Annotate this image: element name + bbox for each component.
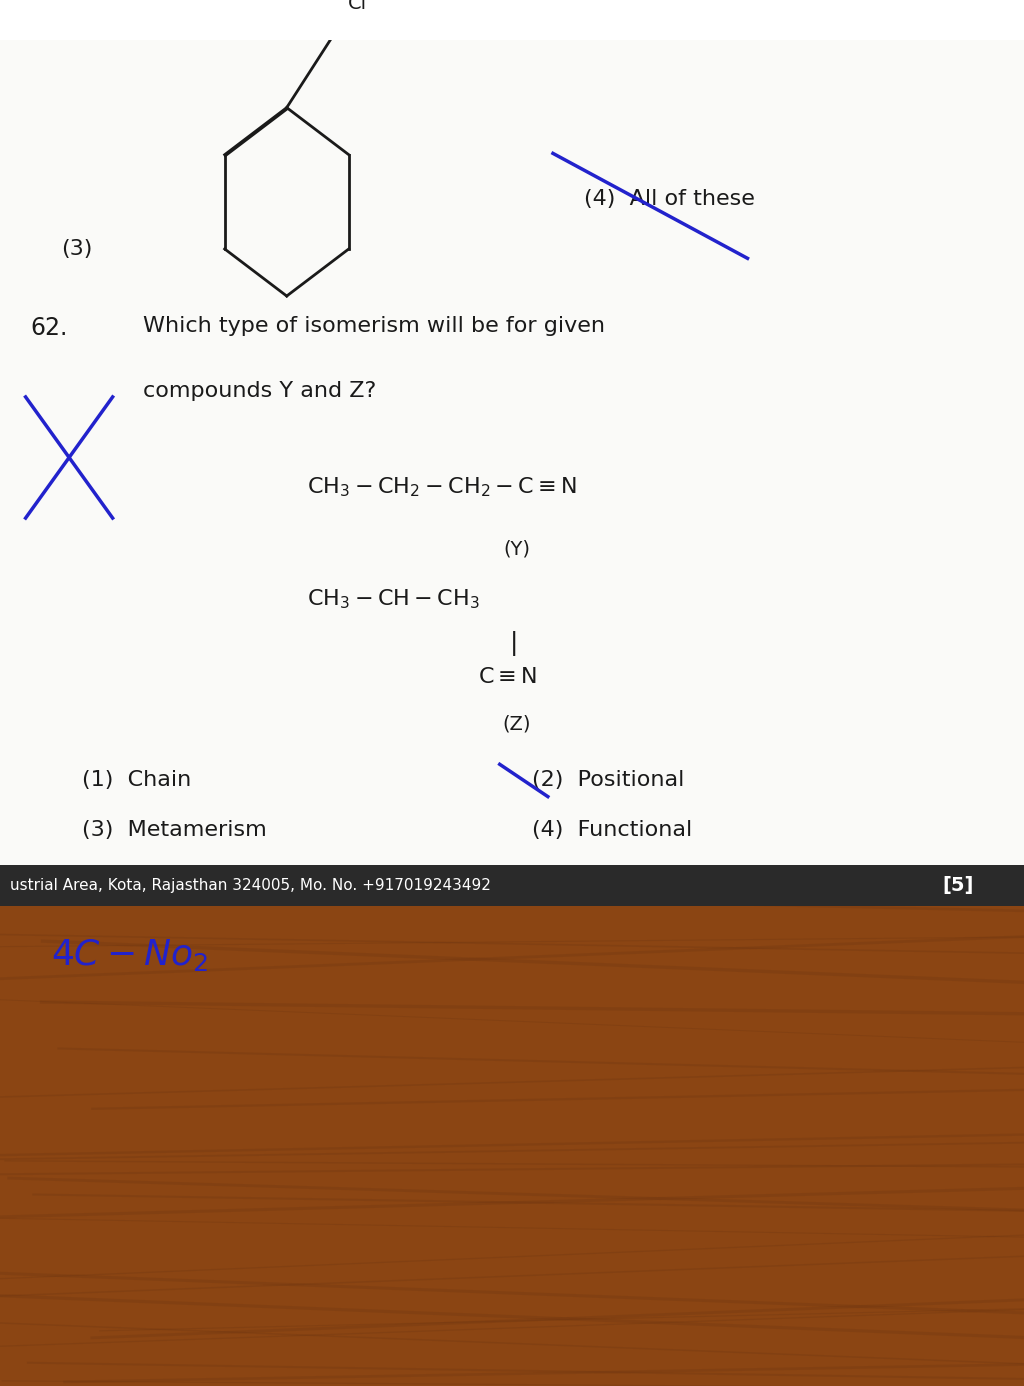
Text: (4)  Functional: (4) Functional xyxy=(532,821,692,840)
Text: |: | xyxy=(510,631,518,656)
Text: (Y): (Y) xyxy=(504,539,530,559)
Text: [5]: [5] xyxy=(942,876,974,895)
Text: compounds Y and Z?: compounds Y and Z? xyxy=(143,381,377,401)
Bar xyxy=(0,40,1024,875)
Text: (3): (3) xyxy=(61,238,93,259)
Bar xyxy=(0,40,1024,875)
Text: 62.: 62. xyxy=(31,316,68,340)
Text: $\mathrm{CH_3-CH-CH_3}$: $\mathrm{CH_3-CH-CH_3}$ xyxy=(307,588,480,611)
Text: (3)  Metamerism: (3) Metamerism xyxy=(82,821,266,840)
Text: $\mathit{4C - No_2}$: $\mathit{4C - No_2}$ xyxy=(51,937,209,973)
Text: Which type of isomerism will be for given: Which type of isomerism will be for give… xyxy=(143,316,605,337)
Text: (2)  Positional: (2) Positional xyxy=(532,771,685,790)
Text: (Z): (Z) xyxy=(503,714,531,733)
Text: Cl: Cl xyxy=(348,0,368,14)
Text: (4)  All of these: (4) All of these xyxy=(584,188,755,209)
Text: $\mathrm{CH_3-CH_2-CH_2-C{\equiv}N}$: $\mathrm{CH_3-CH_2-CH_2-C{\equiv}N}$ xyxy=(307,475,578,499)
Bar xyxy=(0,865,1024,900)
Text: ustrial Area, Kota, Rajasthan 324005, Mo. No. +917019243492: ustrial Area, Kota, Rajasthan 324005, Mo… xyxy=(10,877,492,893)
Bar xyxy=(0,865,1024,905)
Text: (1)  Chain: (1) Chain xyxy=(82,771,191,790)
Text: $\mathrm{C{\equiv}N}$: $\mathrm{C{\equiv}N}$ xyxy=(478,667,538,687)
